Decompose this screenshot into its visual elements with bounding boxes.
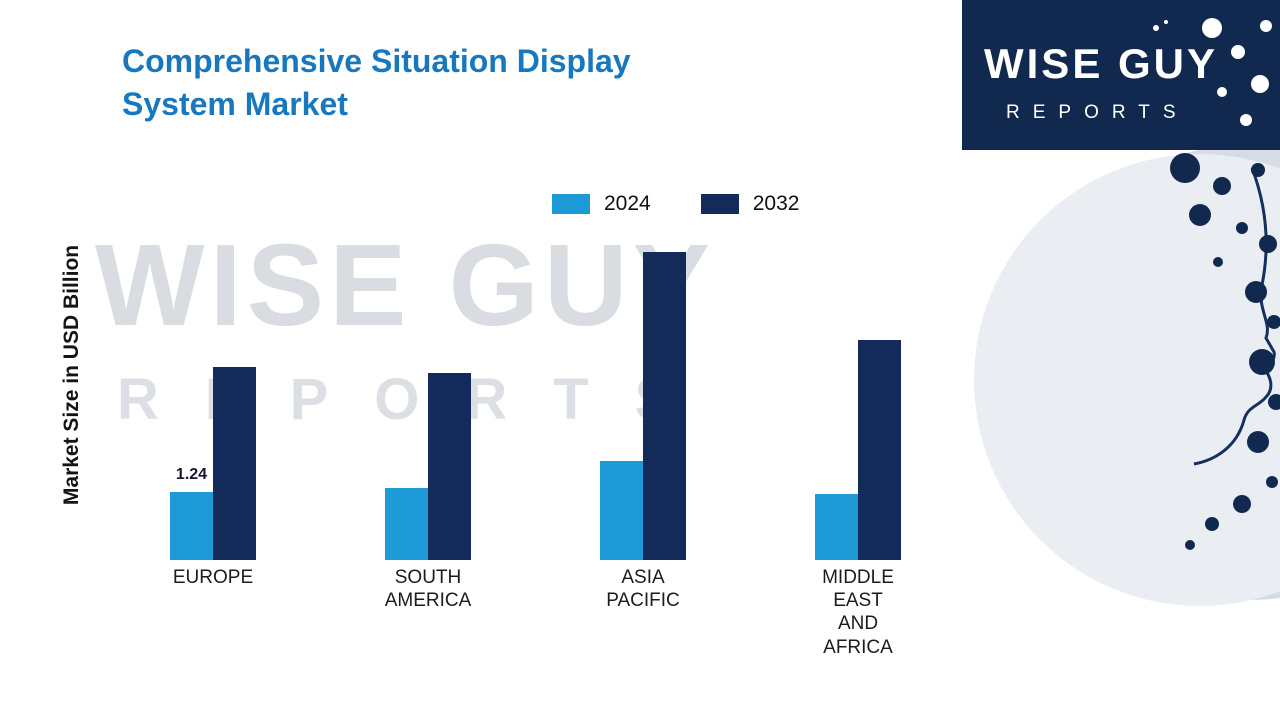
watermark: WISE GUY REPORTS	[95, 218, 719, 433]
legend-item-2024: 2024	[552, 192, 651, 216]
category-label-middle-east-and-africa: MIDDLE EAST AND AFRICA	[822, 567, 894, 658]
page-title-line1: Comprehensive Situation Display	[122, 43, 631, 79]
legend-label-2024: 2024	[604, 192, 651, 215]
watermark-line1: WISE GUY	[95, 220, 716, 350]
bar-2032-middle-east-and-africa	[858, 340, 901, 560]
bar-2024-south-america	[385, 488, 428, 560]
category-label-south-america: SOUTH AMERICA	[384, 567, 472, 612]
bar-2032-asia-pacific	[643, 252, 686, 560]
bar-2032-south-america	[428, 373, 471, 560]
bar-2024-middle-east-and-africa	[815, 494, 858, 560]
category-label-asia-pacific: ASIA PACIFIC	[606, 567, 680, 612]
category-label-europe: EUROPE	[172, 567, 254, 588]
watermark-line2: REPORTS	[117, 367, 720, 432]
bar-2032-europe	[213, 367, 256, 560]
legend-label-2032: 2032	[752, 192, 800, 215]
bar-group-europe	[170, 367, 256, 560]
legend-swatch-2024	[552, 194, 590, 214]
y-axis-label: Market Size in USD Billion	[60, 244, 83, 506]
page-title-line2: System Market	[122, 86, 348, 123]
legend-item-2032: 2032	[700, 192, 800, 216]
page-title: Comprehensive Situation Display System M…	[122, 40, 631, 126]
value-label: 1.24	[175, 465, 208, 483]
bar-group-middle-east-and-africa	[815, 340, 901, 560]
bar-2024-asia-pacific	[600, 461, 643, 560]
chart-legend: 2024 2032	[552, 192, 799, 216]
bar-group-asia-pacific	[600, 252, 686, 560]
bar-group-south-america	[385, 373, 471, 560]
legend-swatch-2032	[700, 194, 739, 214]
bar-2024-europe	[170, 492, 213, 560]
